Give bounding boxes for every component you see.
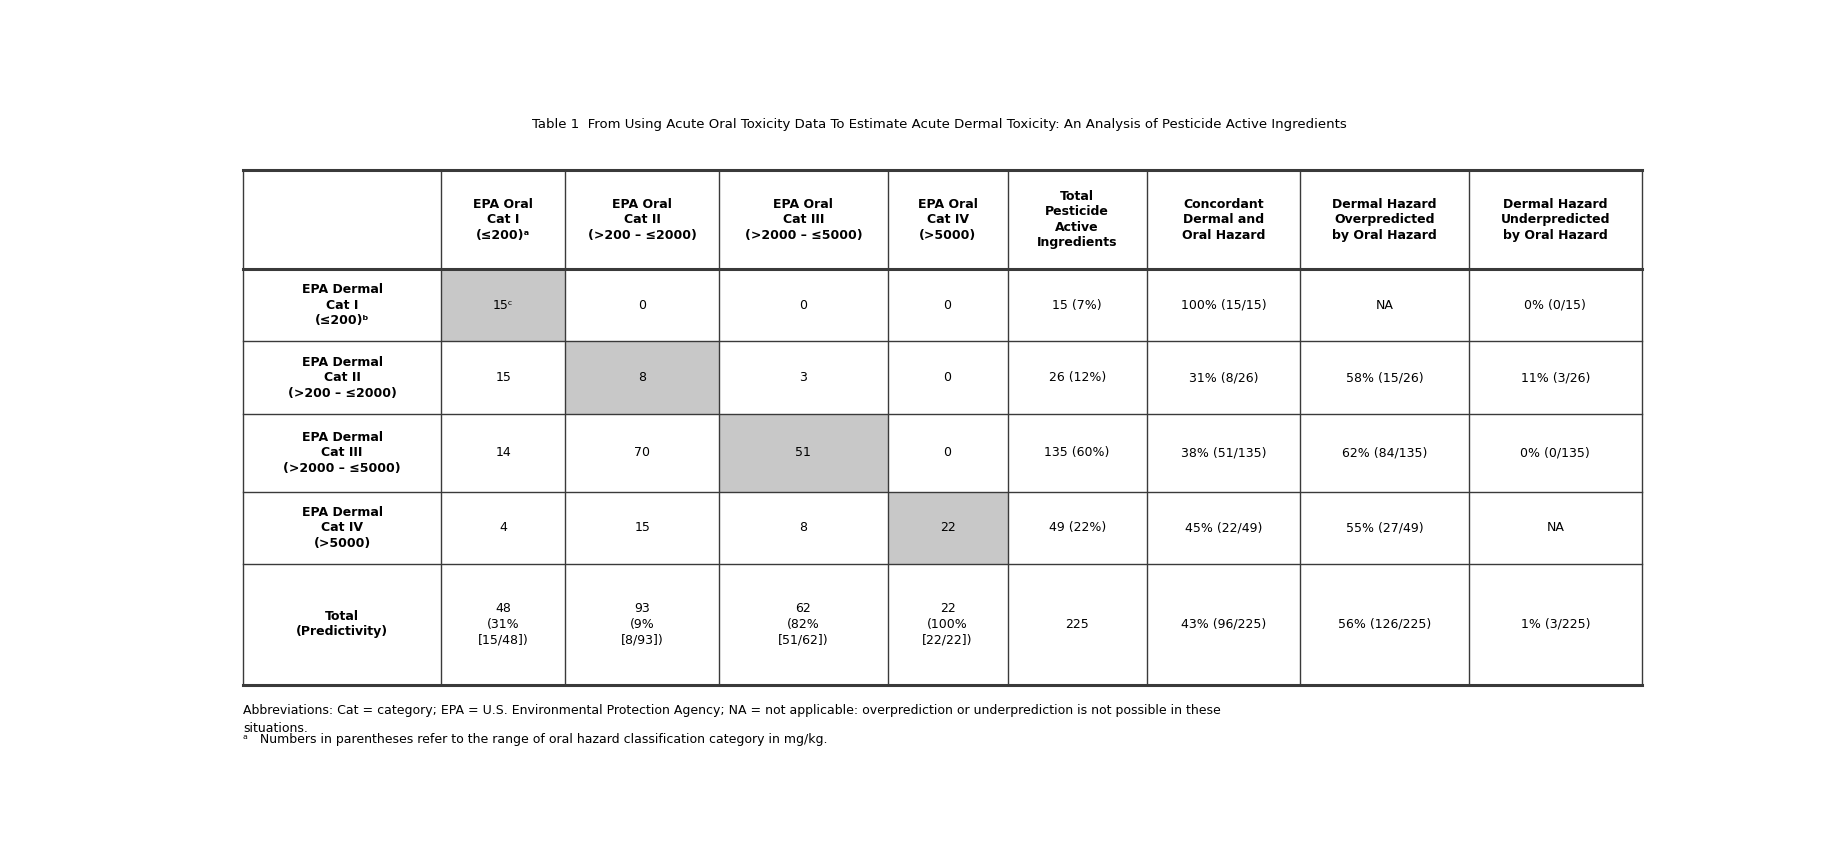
Text: 15: 15	[634, 521, 650, 534]
Point	[1290, 679, 1312, 689]
Text: ᵃ   Numbers in parentheses refer to the range of oral hazard classification cate: ᵃ Numbers in parentheses refer to the ra…	[244, 733, 828, 746]
Point	[555, 679, 577, 689]
Text: EPA Oral
Cat I
(≤200)ᵃ: EPA Oral Cat I (≤200)ᵃ	[473, 197, 533, 241]
Text: 56% (126/225): 56% (126/225)	[1337, 618, 1431, 631]
Text: Dermal Hazard
Overpredicted
by Oral Hazard: Dermal Hazard Overpredicted by Oral Haza…	[1332, 197, 1436, 241]
Point	[997, 165, 1019, 175]
Point	[997, 679, 1019, 689]
Text: Total
(Predictivity): Total (Predictivity)	[297, 610, 388, 639]
Text: 15: 15	[495, 371, 511, 384]
Bar	[887, 492, 1008, 564]
Text: 0: 0	[943, 371, 951, 384]
Text: 22
(100%
[22/22]): 22 (100% [22/22])	[921, 602, 973, 646]
Text: 0: 0	[943, 446, 951, 459]
Text: 1% (3/225): 1% (3/225)	[1521, 618, 1590, 631]
Text: Concordant
Dermal and
Oral Hazard: Concordant Dermal and Oral Hazard	[1182, 197, 1266, 241]
Text: 135 (60%): 135 (60%)	[1044, 446, 1110, 459]
Bar	[244, 170, 1641, 684]
Text: 0: 0	[799, 299, 808, 312]
Point	[1458, 679, 1480, 689]
Text: 0: 0	[943, 299, 951, 312]
Text: EPA Dermal
Cat III
(>2000 – ≤5000): EPA Dermal Cat III (>2000 – ≤5000)	[284, 431, 401, 475]
Text: 45% (22/49): 45% (22/49)	[1185, 521, 1262, 534]
Text: 11% (3/26): 11% (3/26)	[1521, 371, 1590, 384]
Text: EPA Oral
Cat IV
(>5000): EPA Oral Cat IV (>5000)	[918, 197, 978, 241]
Text: 38% (51/135): 38% (51/135)	[1182, 446, 1266, 459]
Text: 0: 0	[638, 299, 647, 312]
Text: 70: 70	[634, 446, 650, 459]
Point	[709, 165, 731, 175]
Point	[233, 165, 255, 175]
Text: 0% (0/15): 0% (0/15)	[1524, 299, 1587, 312]
Text: 0% (0/135): 0% (0/135)	[1521, 446, 1590, 459]
Text: Total
Pesticide
Active
Ingredients: Total Pesticide Active Ingredients	[1037, 190, 1118, 250]
Point	[1458, 165, 1480, 175]
Text: 93
(9%
[8/93]): 93 (9% [8/93])	[621, 602, 663, 646]
Text: 31% (8/26): 31% (8/26)	[1189, 371, 1259, 384]
Text: Dermal Hazard
Underpredicted
by Oral Hazard: Dermal Hazard Underpredicted by Oral Haz…	[1500, 197, 1610, 241]
Point	[555, 165, 577, 175]
Point	[876, 165, 898, 175]
Text: 55% (27/49): 55% (27/49)	[1347, 521, 1423, 534]
Text: 49 (22%): 49 (22%)	[1048, 521, 1107, 534]
Text: 15ᶜ: 15ᶜ	[493, 299, 513, 312]
Text: EPA Dermal
Cat II
(>200 – ≤2000): EPA Dermal Cat II (>200 – ≤2000)	[288, 355, 396, 399]
Text: 100% (15/15): 100% (15/15)	[1182, 299, 1266, 312]
Text: 8: 8	[638, 371, 647, 384]
Bar	[442, 269, 566, 342]
Text: Table 1  From Using Acute Oral Toxicity Data To Estimate Acute Dermal Toxicity: : Table 1 From Using Acute Oral Toxicity D…	[531, 118, 1347, 131]
Text: 4: 4	[498, 521, 507, 534]
Point	[431, 679, 453, 689]
Point	[876, 679, 898, 689]
Text: 225: 225	[1064, 618, 1088, 631]
Text: EPA Oral
Cat III
(>2000 – ≤5000): EPA Oral Cat III (>2000 – ≤5000)	[744, 197, 863, 241]
Point	[1290, 165, 1312, 175]
Text: 22: 22	[940, 521, 956, 534]
Text: 14: 14	[495, 446, 511, 459]
Point	[233, 679, 255, 689]
Text: Abbreviations: Cat = category; EPA = U.S. Environmental Protection Agency; NA = : Abbreviations: Cat = category; EPA = U.S…	[244, 704, 1220, 735]
Text: 48
(31%
[15/48]): 48 (31% [15/48])	[478, 602, 528, 646]
Text: 26 (12%): 26 (12%)	[1048, 371, 1107, 384]
Point	[709, 679, 731, 689]
Bar	[566, 342, 720, 414]
Text: EPA Dermal
Cat I
(≤200)ᵇ: EPA Dermal Cat I (≤200)ᵇ	[302, 283, 383, 327]
Text: 51: 51	[795, 446, 812, 459]
Text: 62
(82%
[51/62]): 62 (82% [51/62])	[779, 602, 828, 646]
Text: NA: NA	[1546, 521, 1565, 534]
Point	[431, 165, 453, 175]
Text: 8: 8	[799, 521, 808, 534]
Point	[1136, 679, 1158, 689]
Point	[1630, 165, 1652, 175]
Point	[1136, 165, 1158, 175]
Text: 3: 3	[799, 371, 808, 384]
Text: NA: NA	[1376, 299, 1394, 312]
Text: 43% (96/225): 43% (96/225)	[1182, 618, 1266, 631]
Text: 62% (84/135): 62% (84/135)	[1343, 446, 1427, 459]
Text: EPA Dermal
Cat IV
(>5000): EPA Dermal Cat IV (>5000)	[302, 506, 383, 550]
Text: EPA Oral
Cat II
(>200 – ≤2000): EPA Oral Cat II (>200 – ≤2000)	[588, 197, 696, 241]
Bar	[720, 414, 887, 492]
Text: 58% (15/26): 58% (15/26)	[1347, 371, 1423, 384]
Text: 15 (7%): 15 (7%)	[1052, 299, 1103, 312]
Point	[1630, 679, 1652, 689]
